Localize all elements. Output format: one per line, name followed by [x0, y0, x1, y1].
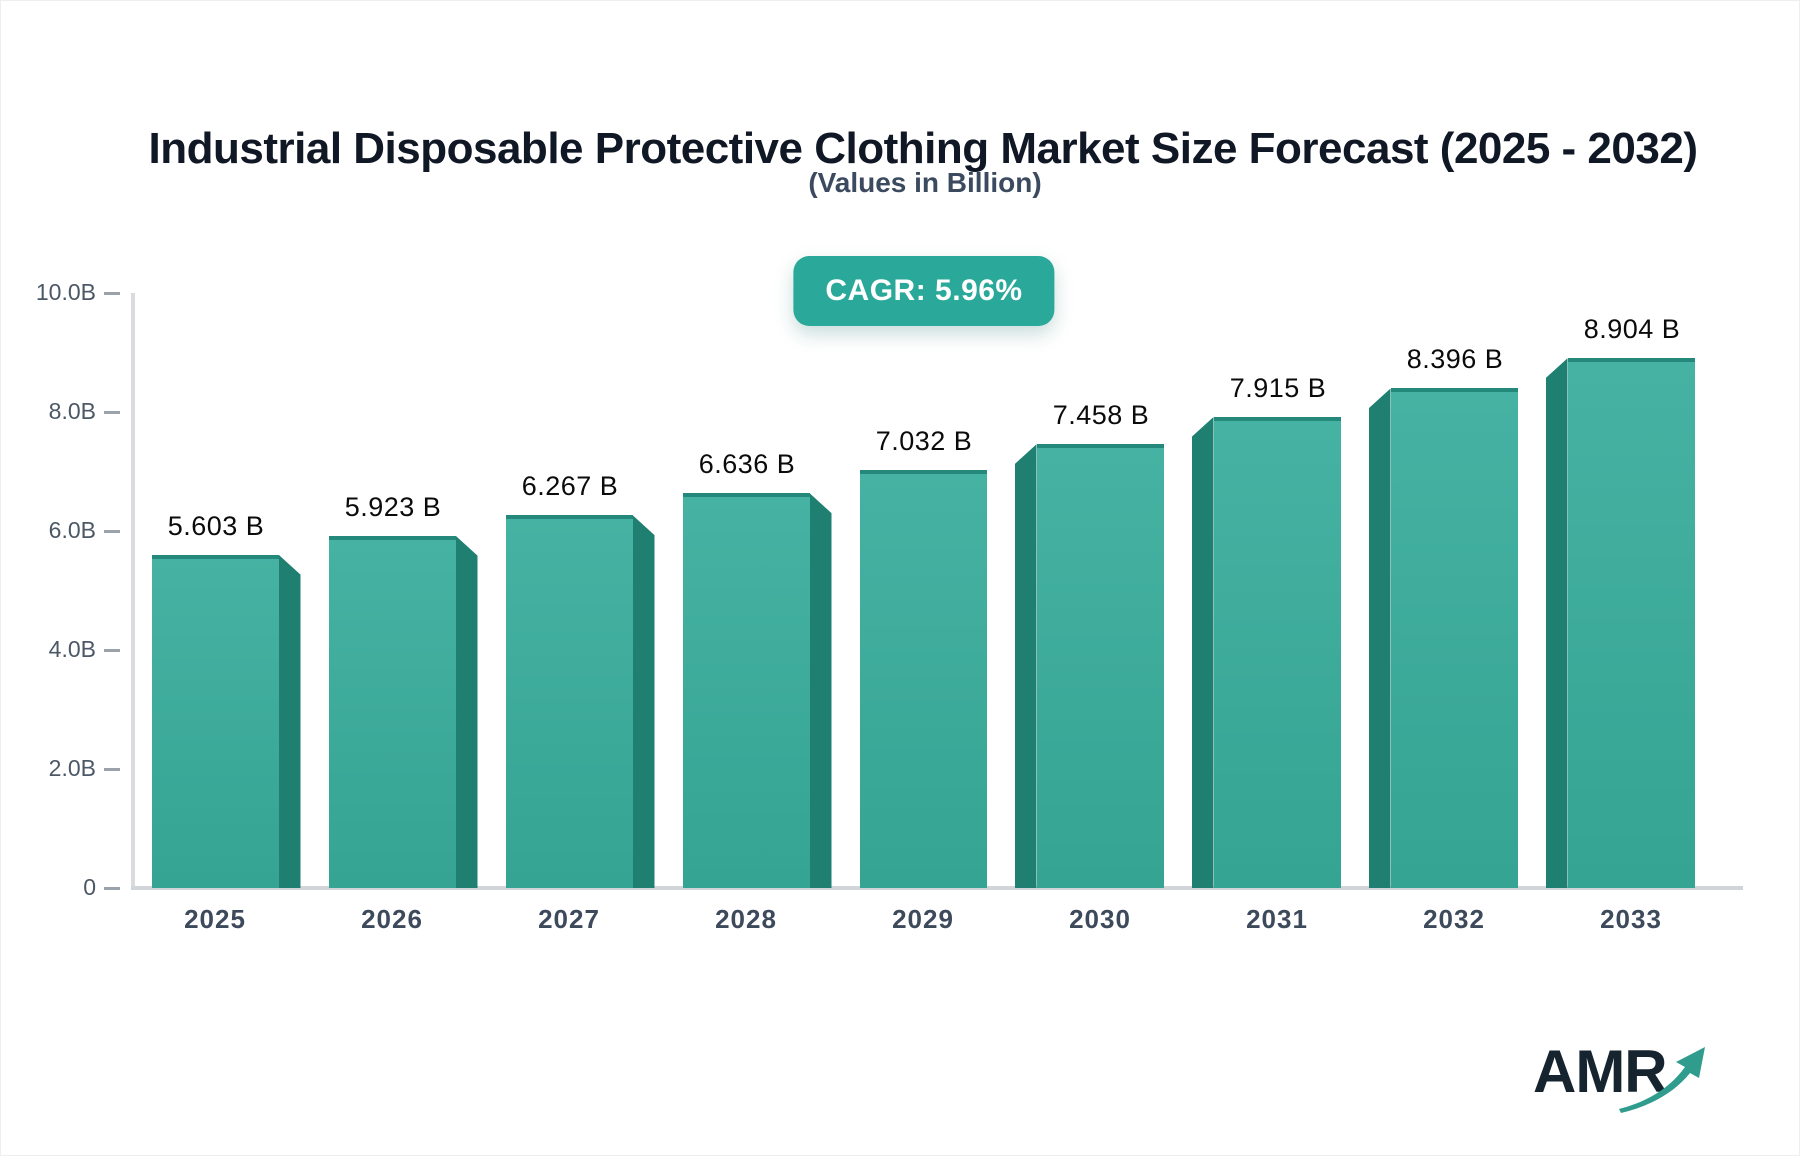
bar-value-label-2025: 5.603 B [167, 510, 265, 541]
bar-value-label-2031: 7.915 B [1229, 373, 1327, 404]
cagr-badge: CAGR: 5.96% [793, 256, 1055, 326]
x-axis-label-2028: 2028 [715, 904, 777, 934]
bar-side-face-2025 [278, 554, 301, 888]
x-axis-label-2033: 2033 [1600, 904, 1662, 934]
x-axis-label-2031: 2031 [1246, 904, 1308, 934]
y-axis-tick [104, 886, 120, 890]
bar-side-face-2027 [632, 515, 655, 888]
bar-side-face-2032 [1368, 388, 1391, 888]
bar-side-face-2030 [1014, 444, 1037, 888]
y-axis-tick-label: 2.0B [48, 755, 96, 781]
y-axis-tick [104, 767, 120, 771]
bar-2029 [859, 469, 987, 888]
bar-top-edge [505, 515, 633, 520]
x-axis-label-2026: 2026 [361, 904, 423, 934]
brand-logo: AMR [1533, 1037, 1723, 1117]
y-axis-tick [104, 529, 120, 533]
bar-top-edge [151, 554, 279, 559]
bar-2028 [682, 493, 810, 888]
bar-2026 [328, 535, 456, 888]
bar-2025 [151, 554, 279, 888]
y-axis-line [131, 293, 135, 888]
bar-side-face-2028 [809, 493, 832, 888]
bar-2027 [505, 515, 633, 888]
y-axis-tick [104, 410, 120, 414]
bar-top-edge [1036, 444, 1164, 449]
y-axis-tick [104, 291, 120, 295]
bar-value-label-2026: 5.923 B [344, 491, 442, 522]
bar-value-label-2029: 7.032 B [875, 425, 973, 456]
chart-subtitle: (Values in Billion) [808, 167, 1042, 198]
bar-top-edge [859, 469, 987, 474]
bar-top-edge [682, 493, 810, 498]
x-axis-label-2029: 2029 [892, 904, 954, 934]
logo-text: AMR [1533, 1038, 1668, 1105]
bar-2033 [1567, 358, 1695, 888]
y-axis-tick-label: 6.0B [48, 517, 96, 543]
bar-side-face-2026 [455, 535, 478, 888]
bar-top-edge [1567, 358, 1695, 363]
x-axis-label-2027: 2027 [538, 904, 600, 934]
bar-2031 [1213, 417, 1341, 888]
x-axis-label-2032: 2032 [1423, 904, 1485, 934]
chart-title: Industrial Disposable Protective Clothin… [148, 124, 1698, 174]
bar-value-label-2030: 7.458 B [1052, 400, 1150, 431]
bar-value-label-2032: 8.396 B [1406, 344, 1504, 375]
bar-side-face-2031 [1191, 417, 1214, 888]
x-axis-label-2030: 2030 [1069, 904, 1131, 934]
y-axis-tick-label: 0 [83, 874, 96, 900]
bar-2030 [1036, 444, 1164, 888]
bar-value-label-2028: 6.636 B [698, 449, 796, 480]
bar-value-label-2033: 8.904 B [1583, 314, 1681, 345]
y-axis-tick-label: 4.0B [48, 636, 96, 662]
trend-up-arrow-icon [1619, 1047, 1705, 1113]
y-axis-tick [104, 648, 120, 652]
bar-top-edge [1213, 417, 1341, 422]
bar-top-edge [1390, 388, 1518, 393]
bar-2032 [1390, 388, 1518, 888]
bar-top-edge [328, 535, 456, 540]
y-axis-tick-label: 10.0B [35, 279, 96, 305]
x-axis-line [131, 886, 1743, 890]
bar-value-label-2027: 6.267 B [521, 471, 619, 502]
y-axis-tick-label: 8.0B [48, 398, 96, 424]
x-axis-label-2025: 2025 [184, 904, 246, 934]
bar-side-face-2033 [1545, 358, 1568, 888]
